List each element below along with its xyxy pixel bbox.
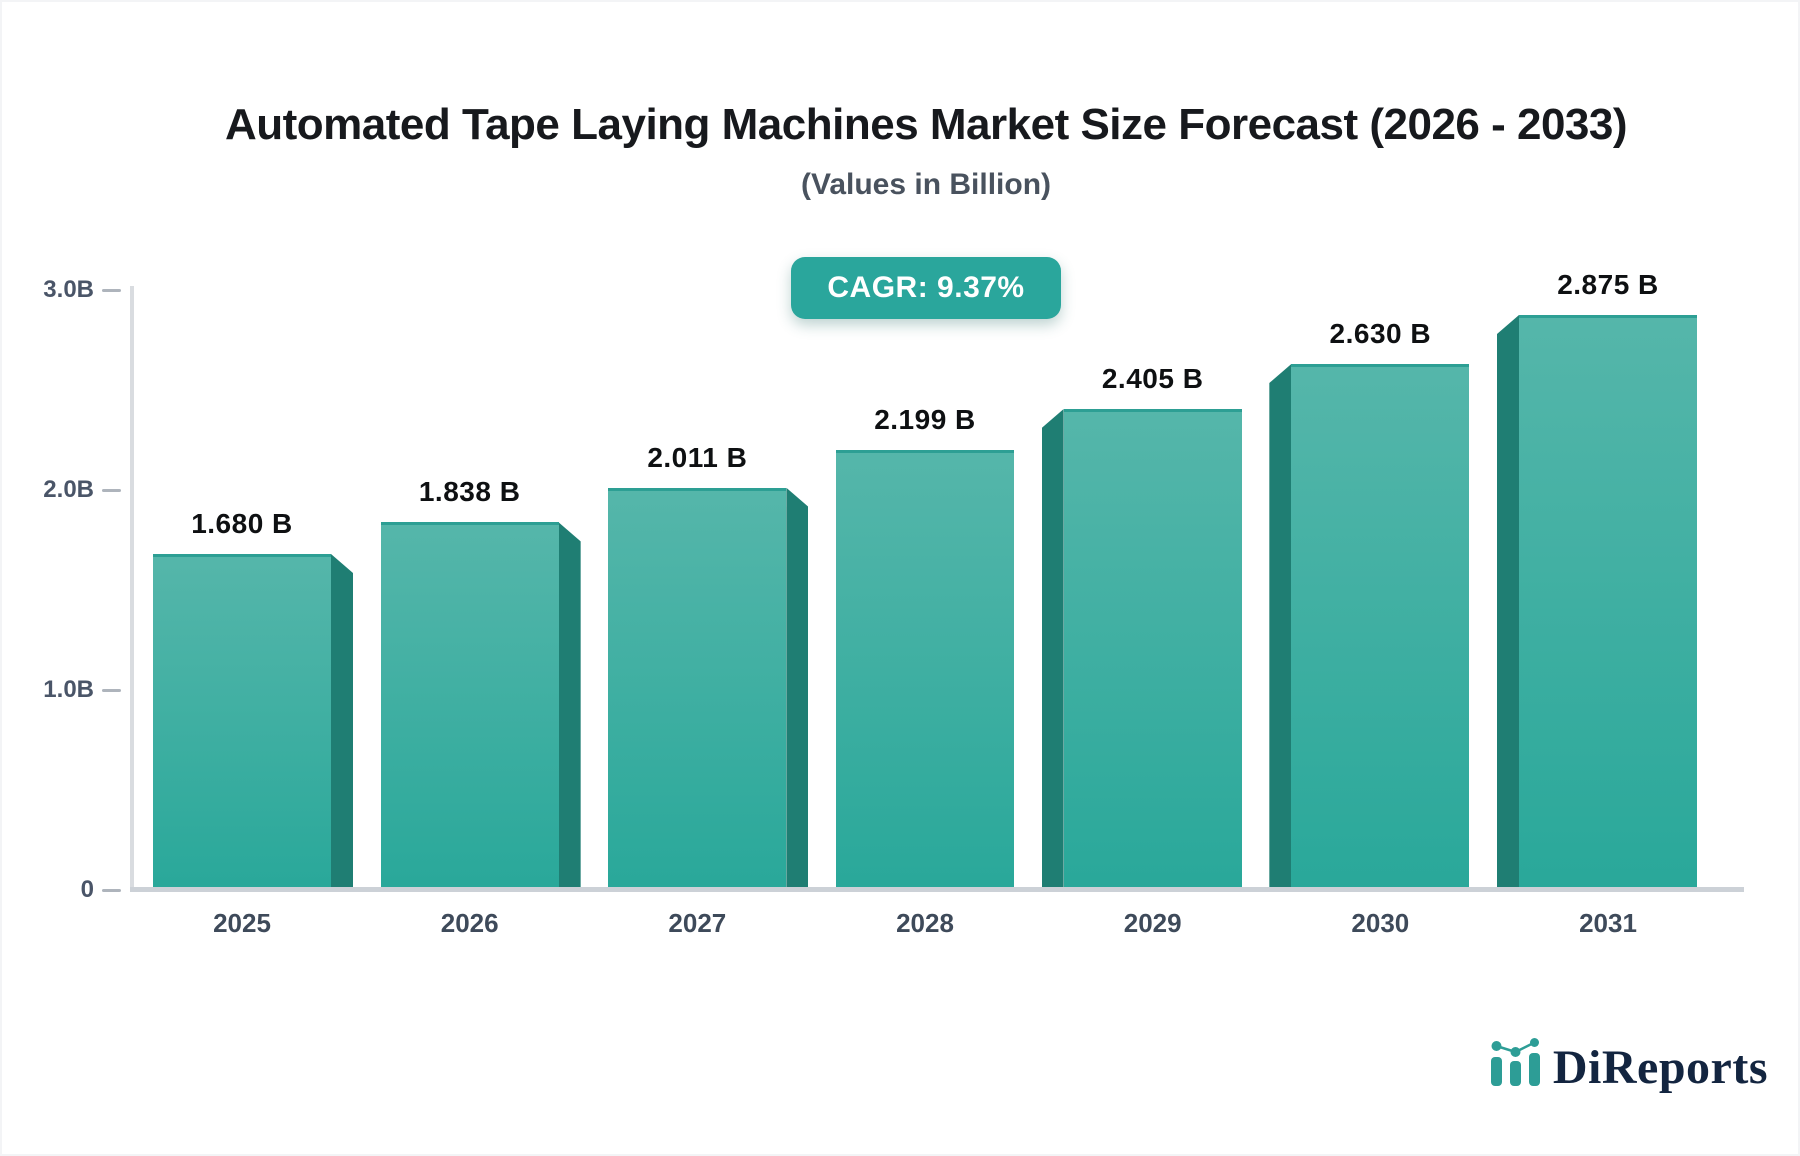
x-tick-label: 2027 bbox=[668, 908, 727, 938]
y-axis-line bbox=[130, 286, 134, 890]
bar-3d-side bbox=[558, 522, 581, 890]
y-tick-label: 1.0B bbox=[43, 676, 94, 703]
bar-value-label: 1.838 B bbox=[418, 476, 521, 508]
x-tick-label: 2028 bbox=[896, 908, 954, 938]
logo-text: DiReports bbox=[1552, 1041, 1768, 1094]
bar-2027 bbox=[608, 487, 787, 890]
x-axis-line bbox=[130, 887, 1744, 892]
bar-chart-logo-icon bbox=[1490, 1038, 1540, 1086]
bar-2028 bbox=[836, 450, 1014, 890]
x-tick-label: 2026 bbox=[440, 908, 499, 938]
y-tick-mark bbox=[102, 688, 121, 692]
bar-value-label: 2.405 B bbox=[1101, 363, 1204, 394]
bar-2031 bbox=[1519, 315, 1697, 890]
bar-3d-side bbox=[786, 487, 809, 890]
bar-3d-side bbox=[331, 554, 353, 890]
bar-3d-side bbox=[1269, 364, 1292, 890]
bar-2025 bbox=[153, 554, 331, 890]
bar-2026 bbox=[380, 522, 559, 890]
bar-3d-side bbox=[1041, 409, 1064, 890]
bar-2030 bbox=[1291, 364, 1470, 890]
bar-value-label: 2.630 B bbox=[1329, 318, 1432, 349]
y-tick-mark bbox=[102, 288, 121, 292]
direports-logo: DiReports bbox=[1490, 1038, 1768, 1095]
bar-value-label: 2.875 B bbox=[1557, 269, 1659, 300]
y-tick-mark bbox=[102, 888, 121, 892]
x-tick-label: 2029 bbox=[1123, 908, 1182, 938]
bar-value-label: 1.680 B bbox=[191, 508, 293, 539]
x-tick-label: 2031 bbox=[1579, 908, 1637, 938]
bar-2029 bbox=[1063, 409, 1242, 890]
chart-subtitle: (Values in Billion) bbox=[800, 168, 1052, 201]
y-tick-label: 3.0B bbox=[43, 276, 94, 303]
chart-title: Automated Tape Laying Machines Market Si… bbox=[224, 100, 1628, 149]
y-tick-mark bbox=[102, 488, 121, 492]
cagr-badge-row: CAGR: 9.37% bbox=[54, 257, 1798, 319]
bar-3d-side bbox=[1497, 315, 1519, 890]
cagr-badge: CAGR: 9.37% bbox=[791, 257, 1061, 319]
x-tick-label: 2025 bbox=[213, 908, 271, 938]
bar-value-label: 2.011 B bbox=[647, 441, 748, 473]
x-tick-label: 2030 bbox=[1351, 908, 1410, 938]
bar-value-label: 2.199 B bbox=[874, 404, 976, 436]
y-tick-label: 2.0B bbox=[43, 476, 94, 503]
y-tick-label: 0 bbox=[80, 876, 94, 903]
